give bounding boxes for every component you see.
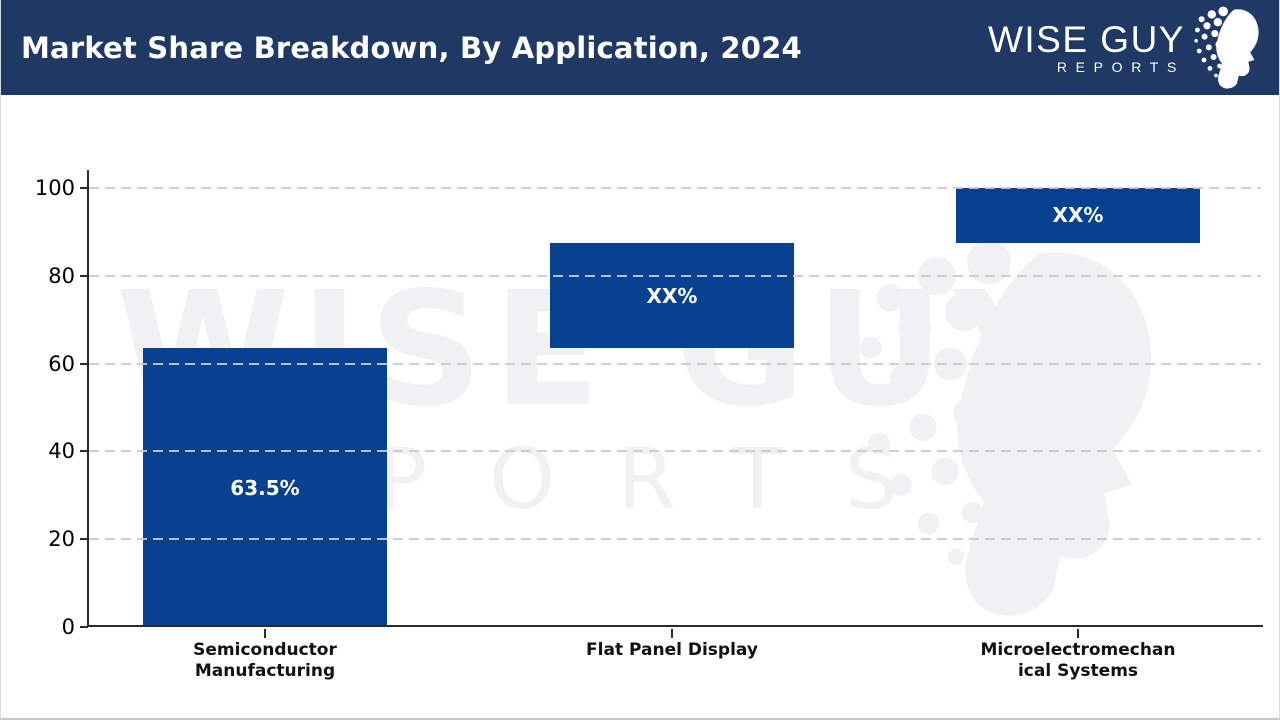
gridline — [89, 362, 1261, 365]
logo-text: WISE GUY REPORTS — [987, 19, 1185, 76]
x-tick-mark — [1077, 629, 1079, 638]
wise-guy-reports-logo: WISE GUY REPORTS — [988, 6, 1267, 90]
bar: XX% — [956, 188, 1200, 243]
y-tick-label: 0 — [61, 615, 75, 639]
y-tick-label: 100 — [34, 176, 75, 200]
logo-wordmark: WISE GUY — [987, 19, 1185, 60]
y-tick-mark — [80, 538, 88, 541]
y-axis-spine — [87, 170, 89, 627]
bar-value-label: XX% — [646, 283, 698, 308]
x-category-label: Microelectromechan ical Systems — [980, 640, 1176, 681]
gridline — [89, 538, 1261, 541]
y-tick-label: 40 — [48, 439, 75, 464]
watermark-head-icon — [857, 240, 1152, 616]
x-category-label: Semiconductor Manufacturing — [193, 640, 337, 681]
x-tick-mark — [264, 629, 266, 638]
gridline — [89, 450, 1261, 453]
logo-subtext: REPORTS — [1056, 59, 1185, 75]
bar-value-label: 63.5% — [230, 475, 300, 500]
gridline — [89, 187, 1261, 189]
header-band: Market Share Breakdown, By Application, … — [1, 0, 1279, 95]
bar-value-label: XX% — [1052, 203, 1104, 228]
y-tick-mark — [80, 187, 88, 189]
y-tick-mark — [80, 274, 88, 277]
y-tick-label: 60 — [48, 351, 75, 376]
gridline — [89, 274, 1261, 277]
dotted-head-logo-icon — [1194, 6, 1259, 89]
page-title: Market Share Breakdown, By Application, … — [21, 30, 802, 65]
x-category-label: Flat Panel Display — [586, 640, 758, 660]
y-tick-mark — [80, 362, 88, 365]
x-axis-spine — [87, 625, 1263, 627]
plot-area: 63.5% XX% XX% 0 20 40 60 80 100 Semiconductor M… — [1, 95, 1279, 718]
y-tick-mark — [80, 450, 88, 453]
bar: XX% — [550, 242, 794, 349]
bar: 63.5% — [143, 348, 387, 627]
y-tick-label: 80 — [48, 263, 75, 288]
x-tick-mark — [671, 629, 673, 638]
y-tick-mark — [80, 626, 88, 628]
y-tick-label: 20 — [48, 527, 75, 552]
